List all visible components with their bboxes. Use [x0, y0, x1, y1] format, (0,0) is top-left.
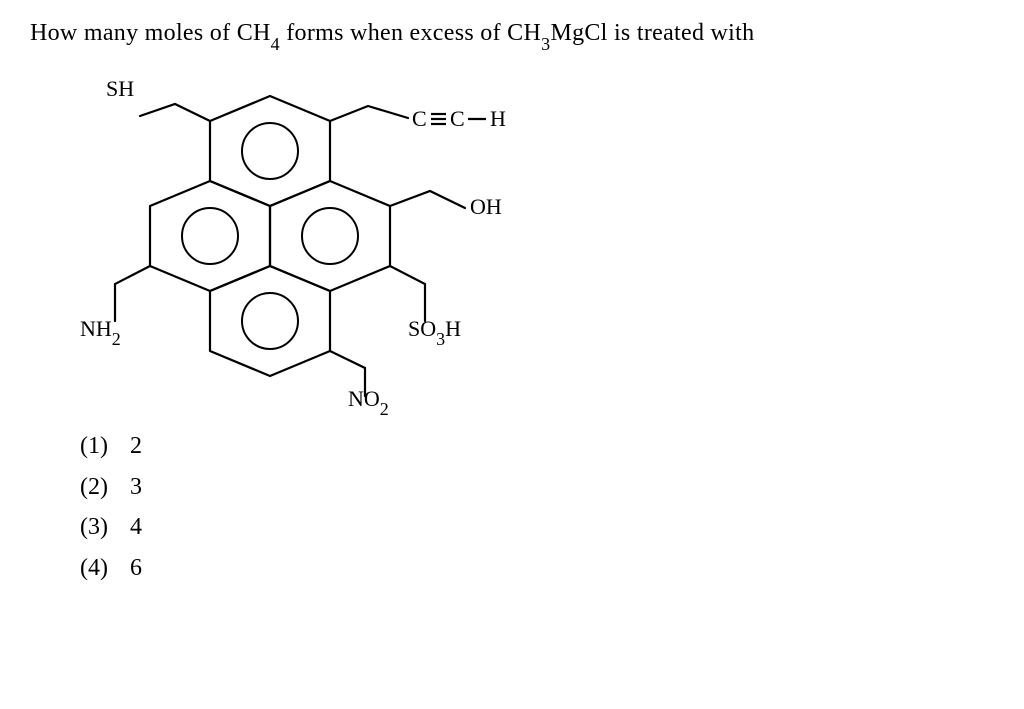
option-3-num: (3) — [80, 507, 118, 548]
question-sub2: 3 — [541, 34, 550, 54]
question-suffix: MgCl is treated with — [550, 20, 754, 46]
question-mid: forms when excess of CH — [280, 20, 541, 46]
label-nh2-n: NH — [80, 316, 112, 341]
question-text: How many moles of CH4 forms when excess … — [30, 20, 994, 51]
option-2-num: (2) — [80, 467, 118, 508]
option-4-val: 6 — [130, 548, 142, 589]
label-nh2-sub: 2 — [112, 329, 121, 349]
option-4: (4) 6 — [80, 548, 994, 589]
label-nh2: NH2 — [80, 316, 121, 346]
label-so3h: SO3H — [408, 316, 461, 346]
question-prefix: How many moles of CH — [30, 20, 271, 46]
molecule-svg — [70, 66, 590, 406]
label-oh: OH — [470, 194, 502, 220]
label-no2-sub: 2 — [380, 399, 389, 419]
label-so3h-sub: 3 — [436, 329, 445, 349]
option-3-val: 4 — [130, 507, 142, 548]
label-no2: NO2 — [348, 386, 389, 416]
molecule-structure: SH C C H OH SO3H NO2 NH2 — [70, 66, 590, 406]
options-list: (1) 2 (2) 3 (3) 4 (4) 6 — [80, 426, 994, 589]
label-alkyne-h: H — [490, 106, 506, 132]
label-so3h-h: H — [445, 316, 461, 341]
option-1-num: (1) — [80, 426, 118, 467]
option-2-val: 3 — [130, 467, 142, 508]
label-no2-n: NO — [348, 386, 380, 411]
option-2: (2) 3 — [80, 467, 994, 508]
option-1: (1) 2 — [80, 426, 994, 467]
option-3: (3) 4 — [80, 507, 994, 548]
option-4-num: (4) — [80, 548, 118, 589]
question-sub1: 4 — [271, 34, 280, 54]
label-sh: SH — [106, 76, 134, 102]
label-alkyne-c2: C — [450, 106, 465, 132]
label-alkyne-c1: C — [412, 106, 427, 132]
option-1-val: 2 — [130, 426, 142, 467]
label-so3h-s: SO — [408, 316, 436, 341]
